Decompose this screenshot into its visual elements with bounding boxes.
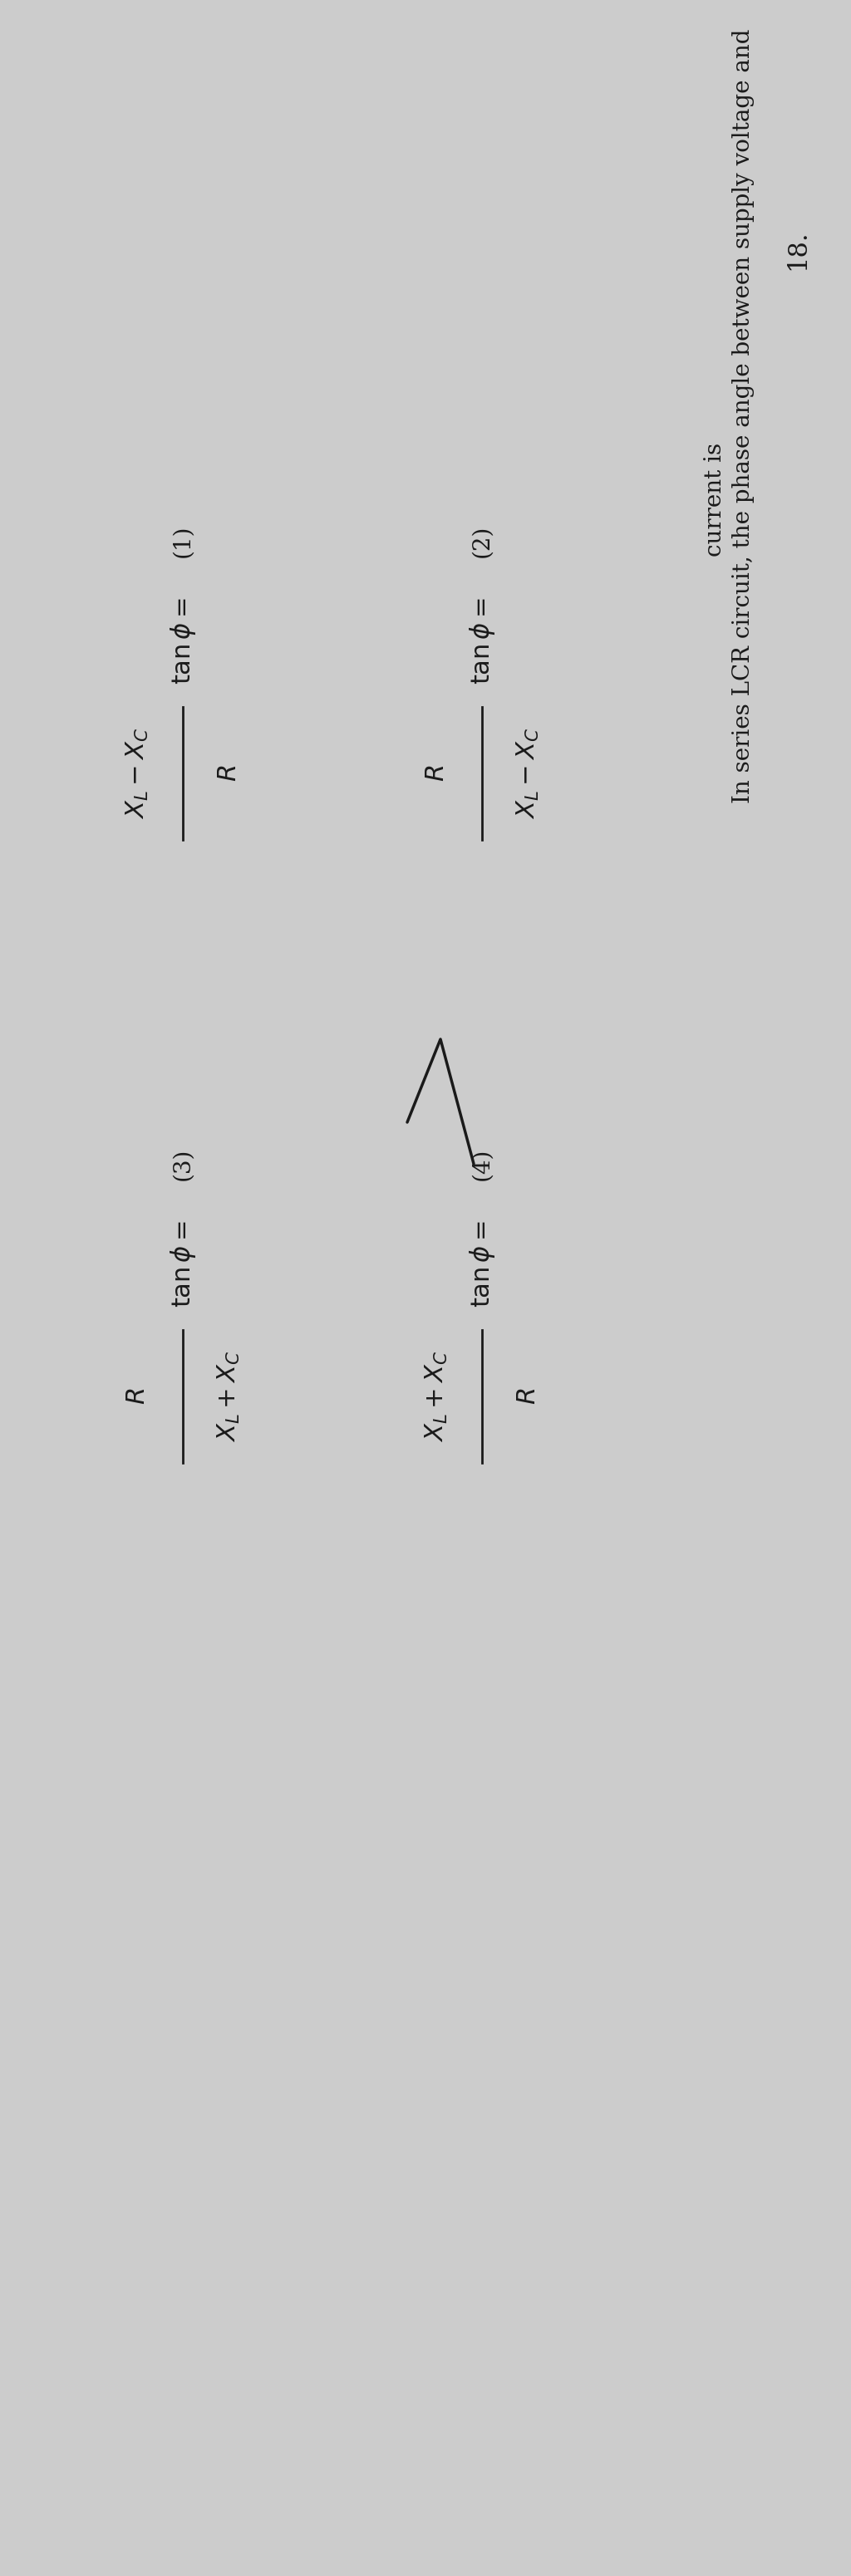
Text: (4): (4) [471,1146,494,1180]
Text: $X_L + X_C$: $X_L + X_C$ [424,1350,449,1443]
Text: (3): (3) [172,1146,194,1180]
Text: $X_L + X_C$: $X_L + X_C$ [215,1350,242,1443]
Text: (2): (2) [471,526,494,556]
Text: $\tan\phi =$: $\tan\phi =$ [168,598,197,685]
Text: (1): (1) [172,526,194,556]
Text: $\tan\phi =$: $\tan\phi =$ [467,1218,496,1306]
Text: $\tan\phi =$: $\tan\phi =$ [467,598,496,685]
Text: $R$: $R$ [515,1388,540,1404]
Text: 18.: 18. [785,229,811,270]
Text: current is: current is [704,443,726,556]
Text: $R$: $R$ [124,1388,150,1404]
Text: In series LCR circuit, the phase angle between supply voltage and: In series LCR circuit, the phase angle b… [733,28,755,804]
Text: $R$: $R$ [215,765,242,781]
Text: $X_L - X_C$: $X_L - X_C$ [124,726,150,819]
Text: $\tan\phi =$: $\tan\phi =$ [168,1218,197,1306]
Text: $R$: $R$ [424,765,449,781]
Text: $X_L - X_C$: $X_L - X_C$ [515,726,540,819]
